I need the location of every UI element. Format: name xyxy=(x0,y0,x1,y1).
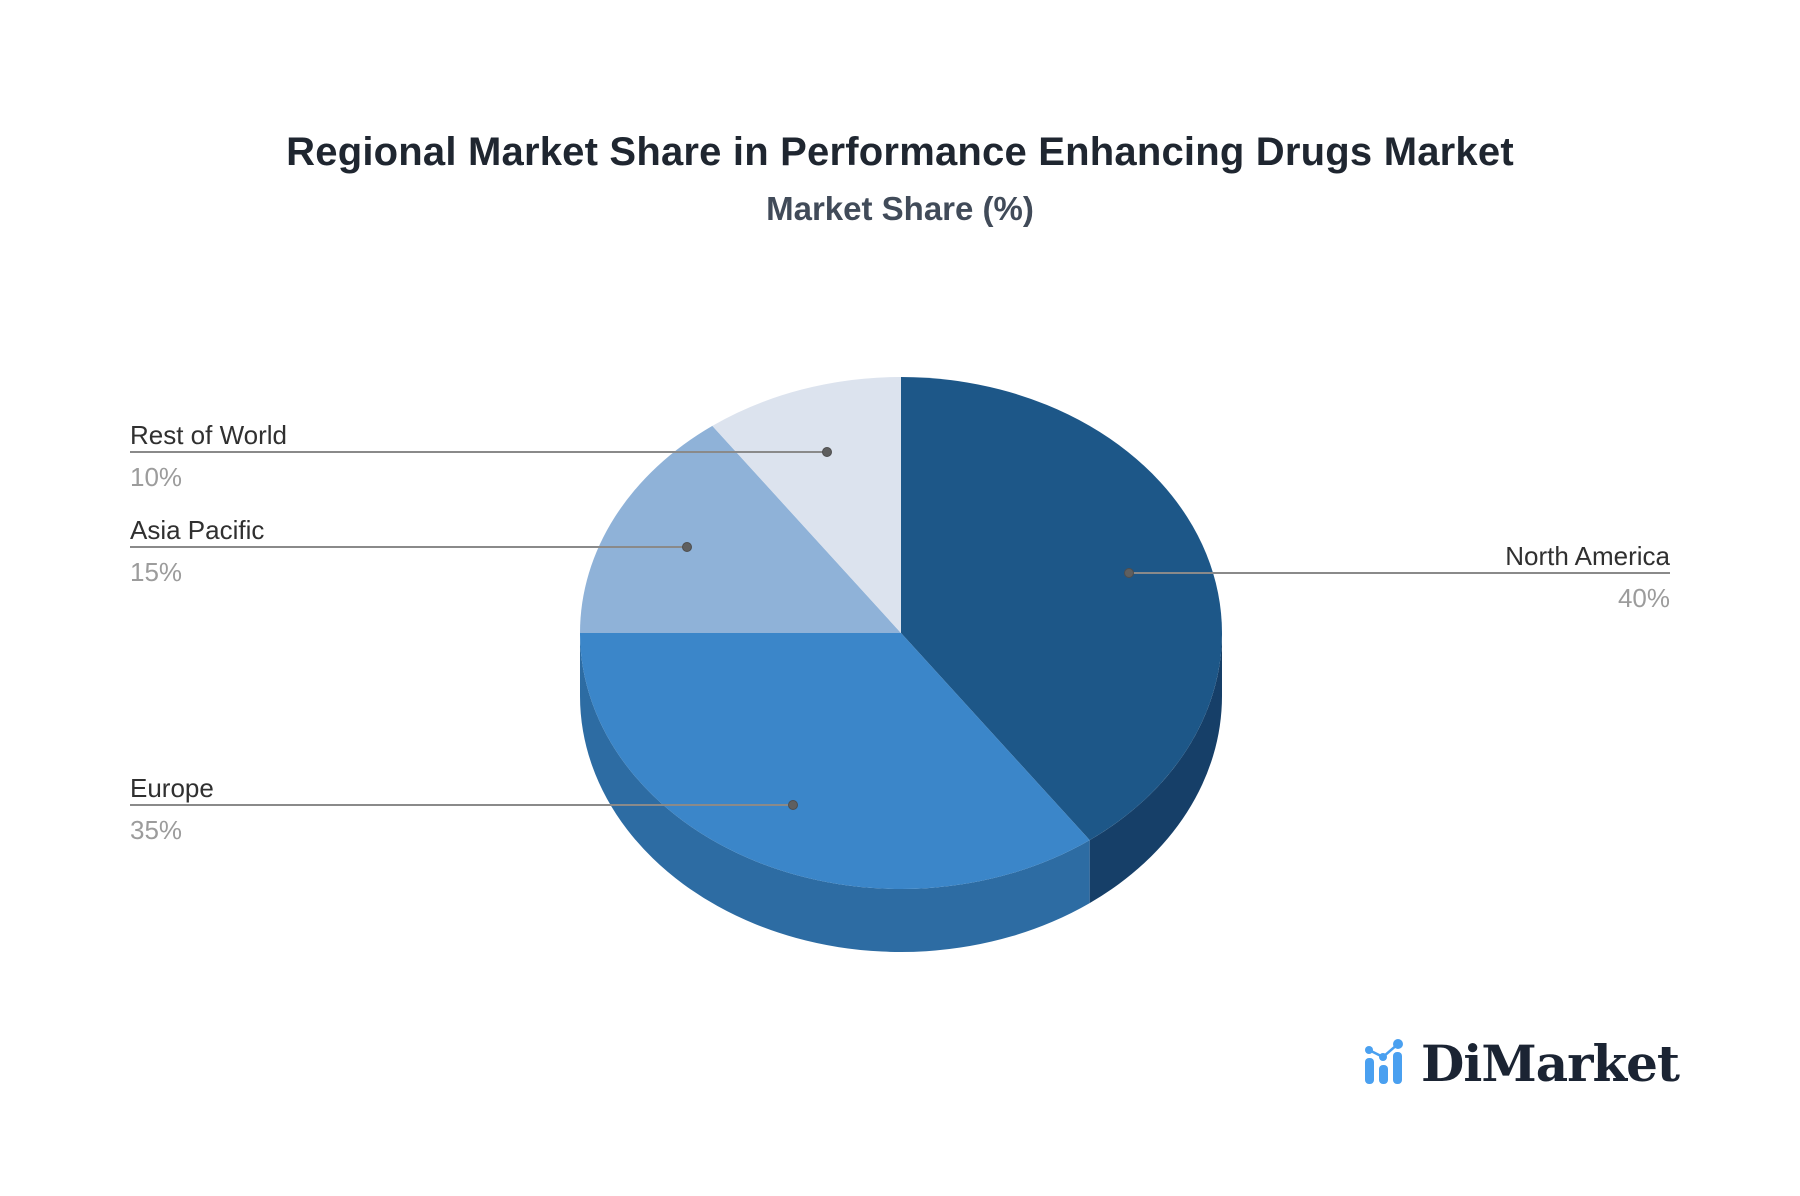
chart-title: Regional Market Share in Performance Enh… xyxy=(286,130,1514,174)
pie-slice-rest-of-world[interactable] xyxy=(712,377,901,633)
slice-value: 10% xyxy=(130,462,183,492)
leader-dot-europe xyxy=(788,800,798,810)
bar-line-chart-icon xyxy=(1365,1039,1403,1084)
callout-rest-of-world: Rest of World 10% xyxy=(130,419,287,494)
leader-dot-north-america xyxy=(1124,568,1134,578)
callout-asia-pacific: Asia Pacific 15% xyxy=(130,514,264,589)
slice-label: Europe xyxy=(130,773,214,803)
slice-value: 40% xyxy=(1617,583,1670,613)
brand-name: DiMarket xyxy=(1421,1034,1680,1093)
slice-value: 35% xyxy=(130,815,183,845)
slice-value: 15% xyxy=(130,557,183,587)
pie-side-europe xyxy=(580,633,1090,952)
brand-logo[interactable]: DiMarket xyxy=(1363,1034,1680,1093)
leader-dot-asia-pacific xyxy=(682,542,692,552)
pie-slice-asia-pacific[interactable] xyxy=(580,425,901,633)
slice-label: Asia Pacific xyxy=(130,515,265,545)
callout-europe: Europe 35% xyxy=(130,772,214,847)
chart-subtitle: Market Share (%) xyxy=(766,190,1034,227)
pie-side-north-america xyxy=(1089,633,1222,904)
callout-north-america: North America 40% xyxy=(1505,540,1670,615)
pie-slice-europe[interactable] xyxy=(580,633,1090,889)
slice-label: North America xyxy=(1505,541,1670,571)
pie-slice-north-america[interactable] xyxy=(901,377,1222,841)
slice-label: Rest of World xyxy=(130,420,288,450)
leader-dot-rest-of-world xyxy=(822,447,832,457)
